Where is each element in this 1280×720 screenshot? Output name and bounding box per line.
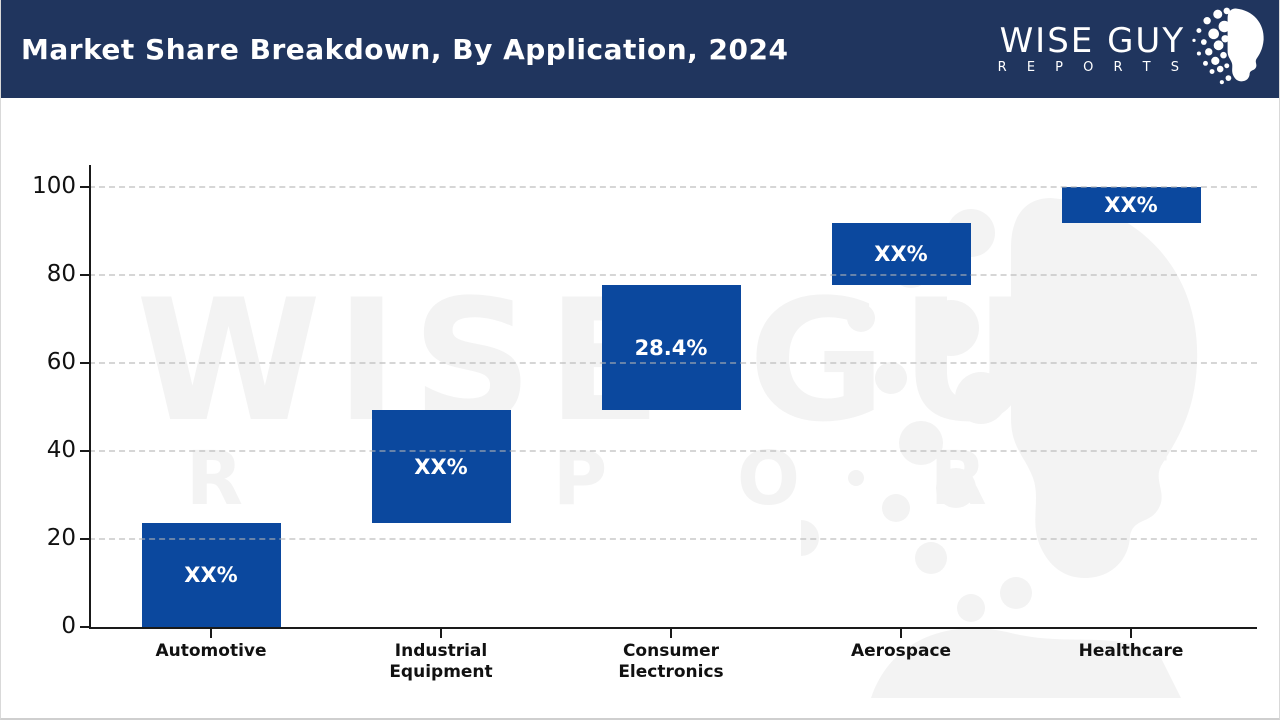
bar-value-label: 28.4% (634, 335, 708, 360)
category-label-3: Aerospace (850, 641, 952, 661)
y-tick-label-100: 100 (32, 173, 76, 199)
bar-automotive: XX% (141, 523, 281, 627)
x-tick-3 (900, 629, 902, 638)
gridline-40 (89, 450, 1257, 452)
y-tick-60 (80, 362, 89, 364)
y-tick-label-20: 20 (46, 525, 76, 551)
category-label-2: Consumer Electronics (618, 641, 724, 682)
bar-consumer-electronics: 28.4% (601, 285, 741, 411)
logo-text: WISE GUY R E P O R T S (998, 23, 1187, 75)
wise-guy-reports-logo: WISE GUY R E P O R T S (998, 7, 1267, 90)
x-tick-1 (440, 629, 442, 638)
y-tick-40 (80, 450, 89, 452)
category-label-4: Healthcare (1078, 641, 1184, 661)
y-axis-line (89, 165, 91, 629)
bar-value-label: XX% (874, 242, 928, 267)
bar-value-label: XX% (414, 454, 468, 479)
bar-industrial-equipment: XX% (371, 410, 511, 524)
y-tick-label-40: 40 (46, 437, 76, 463)
logo-wordmark: WISE GUY (999, 21, 1186, 61)
y-tick-label-80: 80 (46, 261, 76, 287)
x-tick-2 (670, 629, 672, 638)
watermark-head-icon (801, 198, 1198, 698)
category-label-1: Industrial Equipment (389, 641, 493, 682)
header-bar: Market Share Breakdown, By Application, … (1, 0, 1279, 98)
y-tick-label-0: 0 (61, 613, 76, 639)
chart-title: Market Share Breakdown, By Application, … (21, 32, 789, 66)
bar-value-label: XX% (184, 563, 238, 588)
y-tick-label-60: 60 (46, 349, 76, 375)
bar-value-label: XX% (1104, 193, 1158, 218)
x-tick-0 (210, 629, 212, 638)
gridline-80 (89, 274, 1257, 276)
gridline-60 (89, 362, 1257, 364)
bar-healthcare: XX% (1061, 187, 1201, 224)
y-tick-20 (80, 538, 89, 540)
gridline-100 (89, 186, 1257, 188)
gridline-20 (89, 538, 1257, 540)
y-tick-0 (80, 626, 89, 628)
chart-canvas: WISE GUY R E P O R T S 020406080100XX%Au… (1, 98, 1279, 718)
x-axis-line (89, 627, 1257, 629)
x-tick-4 (1130, 629, 1132, 638)
y-tick-80 (80, 274, 89, 276)
category-label-0: Automotive (155, 641, 267, 661)
y-tick-100 (80, 186, 89, 188)
head-profile-icon (1192, 7, 1264, 85)
logo-subtitle: R E P O R T S (997, 60, 1187, 75)
